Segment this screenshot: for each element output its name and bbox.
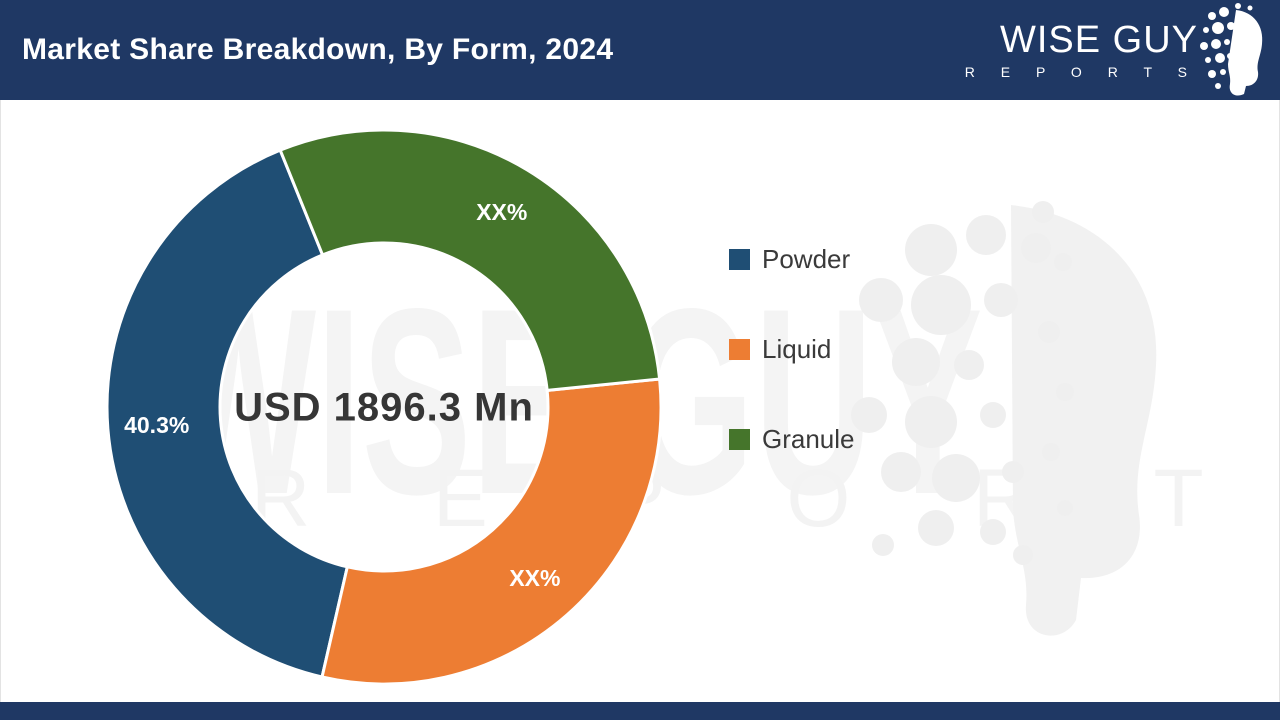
segment-percent-label: XX% [509,565,560,591]
donut-chart: 40.3% XX% XX% [105,128,1157,686]
legend-label: Powder [762,243,851,274]
legend-item-liquid: Liquid [729,333,855,364]
logo-name: WISE GUY [999,19,1198,61]
legend-label: Liquid [762,333,832,364]
chart-area: WISE GUY R E P O R T S 40.3%XX%XX% USD 1… [0,100,1280,702]
watermark-head-icon [851,201,1157,636]
page-title: Market Share Breakdown, By Form, 2024 [22,33,614,66]
chart-legend: Powder Liquid Granule [729,243,855,515]
donut-segment-granule [278,128,662,393]
legend-swatch-powder [729,248,750,270]
logo-subtitle: R E P O R T S [964,64,1198,80]
footer-bar [0,702,1280,720]
legend-swatch-granule [729,428,750,450]
donut-segment-liquid [320,377,663,686]
segment-percent-label: 40.3% [124,412,189,438]
donut-segment-powder [105,148,350,679]
legend-label: Granule [762,423,855,454]
chart-center-value: USD 1896.3 Mn [234,385,534,430]
brand-logo: WISE GUY R E P O R T S [961,2,1280,98]
wise-guy-head-icon [1200,3,1263,96]
legend-item-powder: Powder [729,243,855,274]
legend-swatch-liquid [729,338,750,360]
legend-item-granule: Granule [729,423,855,454]
header-bar: Market Share Breakdown, By Form, 2024 WI… [0,0,1280,100]
segment-percent-label: XX% [476,199,527,225]
